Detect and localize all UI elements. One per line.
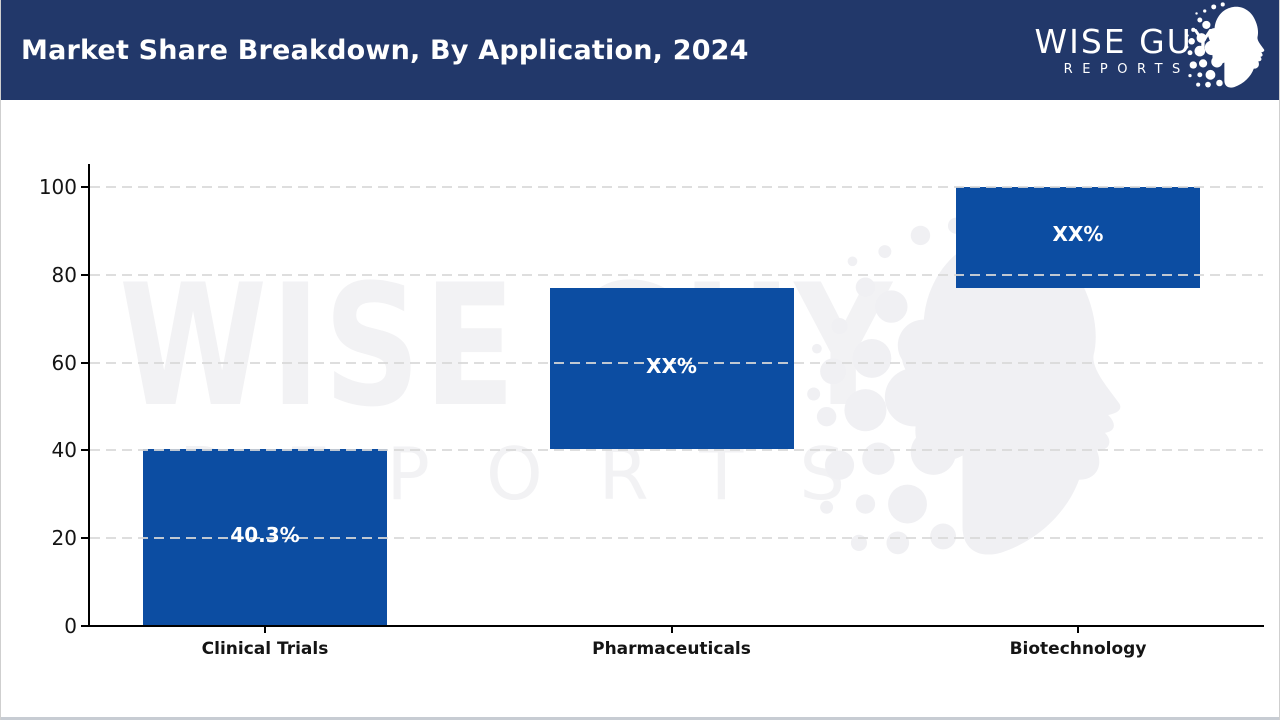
y-axis-tickmark-100 [81,186,88,188]
y-axis-tickmark-20 [81,537,88,540]
y-axis-tick-label-40: 40 [51,438,77,463]
bar-value-label-clinical-trials: 40.3% [230,522,300,547]
y-axis-tick-label-100: 100 [38,175,77,199]
bar-value-label-biotechnology: XX% [1052,222,1104,247]
header-bar: Market Share Breakdown, By Application, … [1,0,1279,100]
x-axis-tickmark-clinical-trials [264,627,266,633]
brand-subtitle: REPORTS [1063,62,1190,78]
bar-value-label-pharmaceuticals: XX% [646,353,697,378]
x-axis-spine [88,625,1264,627]
bar-pharmaceuticals [549,287,794,450]
y-axis-tick-label-20: 20 [51,526,77,551]
gridline-20 [90,537,1263,540]
y-axis-tickmark-60 [81,361,88,364]
brand-logo-text: WISE GUY REPORTS [1034,21,1215,78]
brand-name: WISE GUY [1034,21,1215,61]
y-axis-spine [88,164,90,627]
bottom-edge-divider [1,717,1279,720]
gridline-80 [90,273,1263,276]
y-axis-tickmark-0 [81,625,88,627]
x-axis-tickmark-pharmaceuticals [670,627,673,633]
gridline-60 [90,361,1263,364]
x-axis-tick-label-biotechnology: Biotechnology [1009,639,1147,659]
x-axis-tickmark-biotechnology [1077,627,1079,633]
brand-head-icon [1185,2,1267,92]
x-axis-tick-label-pharmaceuticals: Pharmaceuticals [592,639,751,659]
y-axis-tickmark-80 [81,273,88,276]
x-axis-tick-label-clinical-trials: Clinical Trials [201,639,329,659]
gridline-40 [90,449,1263,452]
brand-logo: WISE GUY REPORTS [1034,0,1271,100]
y-axis-tick-label-0: 0 [64,614,77,638]
y-axis-tickmark-40 [81,449,88,452]
page-title: Market Share Breakdown, By Application, … [21,34,749,66]
y-axis-tick-label-60: 60 [51,350,77,375]
gridline-100 [90,186,1263,188]
y-axis-tick-label-80: 80 [51,262,77,287]
